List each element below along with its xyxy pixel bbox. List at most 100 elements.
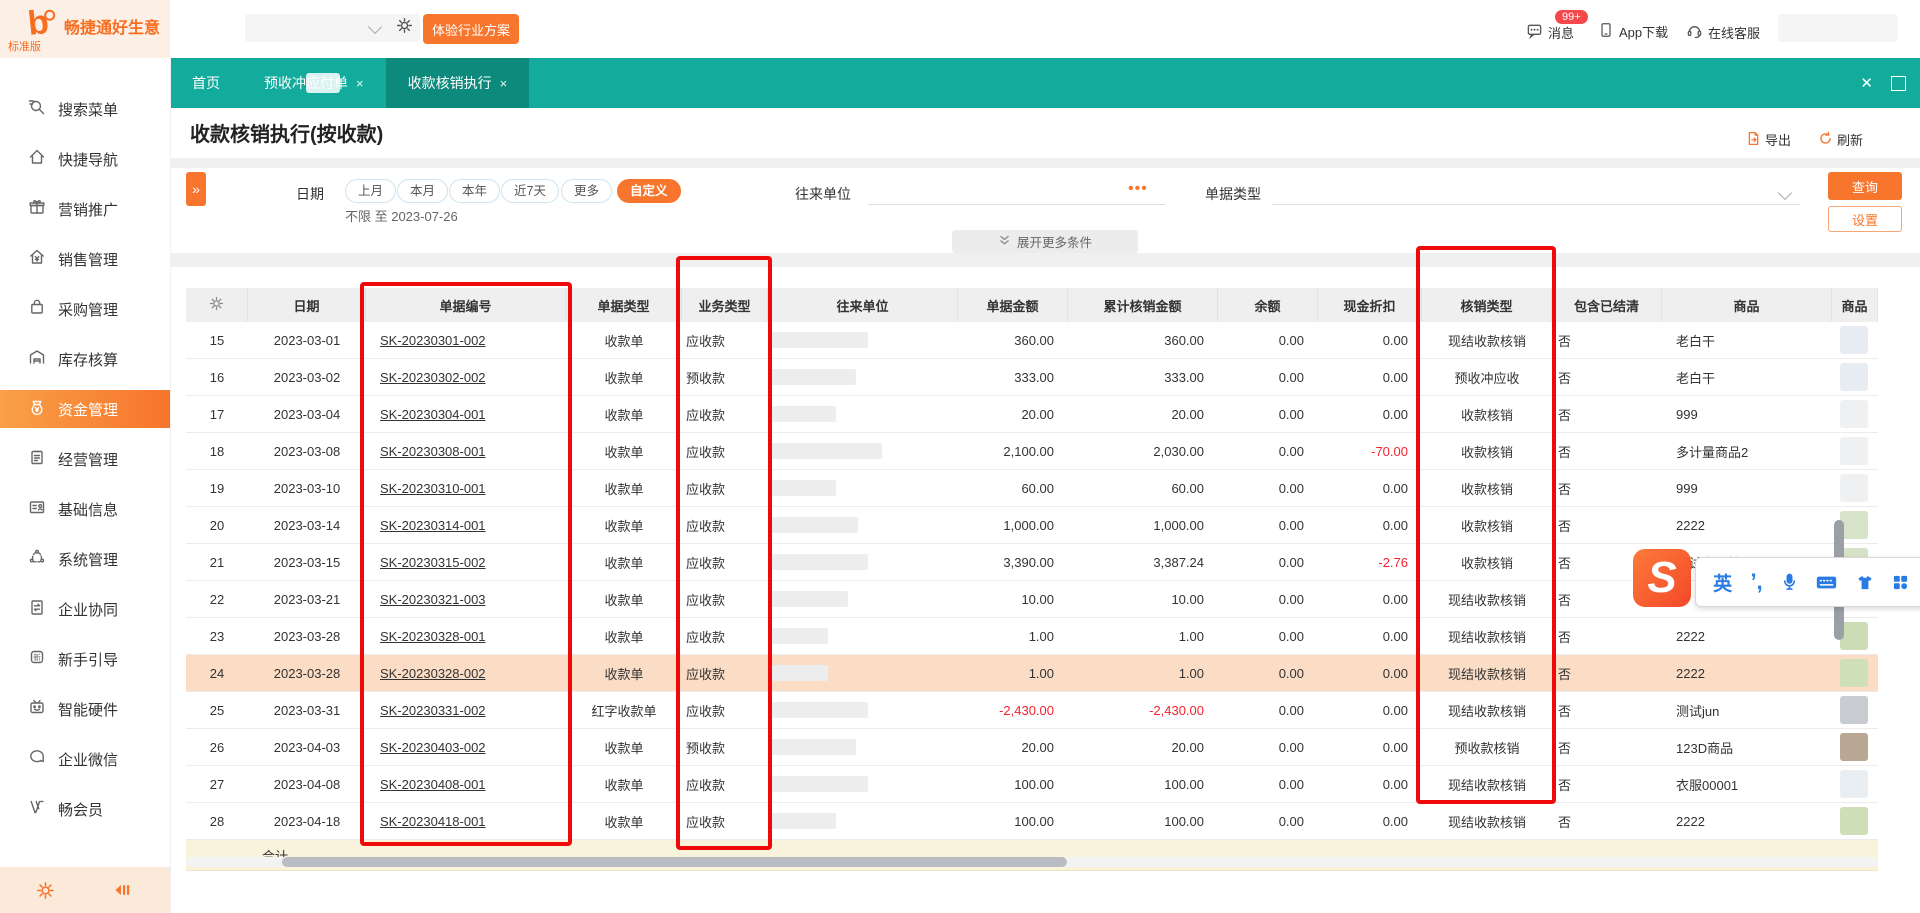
cell: 应收款 (686, 518, 726, 534)
partner-more-icon[interactable]: ••• (1128, 180, 1148, 197)
sidebar-item-base-info[interactable]: 基础信息 (0, 490, 170, 528)
date-pill-4[interactable]: 近7天 (501, 179, 559, 203)
cell: 2023-03-21 (273, 591, 341, 607)
sidebar-item-operations[interactable]: 经营管理 (0, 440, 170, 478)
censored-partner-name (772, 517, 858, 533)
doc-no-link[interactable]: SK-20230301-002 (380, 332, 486, 348)
sidebar-item-member[interactable]: 畅会员 (0, 790, 170, 828)
doc-no-link[interactable]: SK-20230304-001 (380, 406, 486, 422)
sidebar-item-inventory[interactable]: 库存核算 (0, 340, 170, 378)
table-row[interactable]: 23 2023-03-28 SK-20230328-001 收款单 应收款 1.00 1.0… (186, 618, 1878, 655)
doc-no-link[interactable]: SK-20230315-002 (380, 554, 486, 570)
doc-no-link[interactable]: SK-20230314-001 (380, 517, 486, 533)
table-row[interactable]: 18 2023-03-08 SK-20230308-001 收款单 应收款 2,100.0… (186, 433, 1878, 470)
sidebar-item-wechat[interactable]: 企业微信 (0, 740, 170, 778)
sidebar-item-gift[interactable]: 营销推广 (0, 190, 170, 228)
date-pill-1[interactable]: 上月 (345, 179, 397, 203)
doc-no-link[interactable]: SK-20230328-001 (380, 628, 486, 644)
column-settings-gear-icon[interactable] (209, 296, 224, 314)
refresh-button[interactable]: 刷新 (1818, 130, 1863, 149)
table-row[interactable]: 17 2023-03-04 SK-20230304-001 收款单 应收款 20.00 20… (186, 396, 1878, 433)
table-row[interactable]: 28 2023-04-18 SK-20230418-001 收款单 应收款 100.00 1… (186, 803, 1878, 840)
ime-keyboard-icon[interactable] (1816, 574, 1837, 591)
cell: 否 (1558, 814, 1572, 830)
doc-no-link[interactable]: SK-20230418-001 (380, 813, 486, 829)
table-row[interactable]: 26 2023-04-03 SK-20230403-002 收款单 预收款 20.00 20… (186, 729, 1878, 766)
sidebar-item-hardware[interactable]: 智能硬件 (0, 690, 170, 728)
sidebar-item-system[interactable]: 系统管理 (0, 540, 170, 578)
sidebar-item-search[interactable]: 搜索菜单 (0, 90, 170, 128)
cell: 1,000.00 (1153, 517, 1204, 533)
cell: 0.00 (1278, 665, 1304, 681)
censored-partner-name (772, 776, 868, 792)
sidebar-item-funds[interactable]: 资金管理 (0, 390, 170, 428)
online-service-button[interactable]: 在线客服 (1686, 22, 1760, 42)
ime-skin-icon[interactable] (1856, 574, 1874, 591)
doc-no-link[interactable]: SK-20230328-002 (380, 665, 486, 681)
sidebar-item-label: 企业协同 (58, 601, 119, 619)
table-row[interactable]: 21 2023-03-15 SK-20230315-002 收款单 应收款 3,390.0… (186, 544, 1878, 581)
table-row[interactable]: 27 2023-04-08 SK-20230408-001 收款单 应收款 100.00 1… (186, 766, 1878, 803)
expand-more-conditions-button[interactable]: 展开更多条件 (952, 230, 1138, 253)
partner-input[interactable] (868, 204, 1165, 205)
doc-no-link[interactable]: SK-20230321-003 (380, 591, 486, 607)
settings-gear-icon[interactable] (396, 17, 413, 39)
doc-type-chevron-down-icon[interactable] (1777, 185, 1793, 201)
sidebar-item-guide[interactable]: 新 新手引导 (0, 640, 170, 678)
doc-no-link[interactable]: SK-20230403-002 (380, 739, 486, 755)
app-download-button[interactable]: App下载 (1598, 22, 1668, 41)
sidebar-item-collaboration[interactable]: 企业协同 (0, 590, 170, 628)
messages-button[interactable]: 消息 (1526, 22, 1574, 42)
sidebar-item-sales[interactable]: 销售管理 (0, 240, 170, 278)
horizontal-scrollbar-thumb[interactable] (282, 857, 1067, 867)
doc-no-link[interactable]: SK-20230310-001 (380, 480, 486, 496)
cell: 26 (209, 739, 225, 755)
table-row[interactable]: 20 2023-03-14 SK-20230314-001 收款单 应收款 1,000.0… (186, 507, 1878, 544)
table-row[interactable]: 22 2023-03-21 SK-20230321-003 收款单 应收款 10.00 10… (186, 581, 1878, 618)
ime-toolbox-icon[interactable] (1892, 574, 1909, 591)
table-row[interactable]: 25 2023-03-31 SK-20230331-002 红字收款单 应收款 -2,43… (186, 692, 1878, 729)
censored-partner-name (772, 332, 868, 348)
trial-industry-button[interactable]: 体验行业方案 (423, 14, 519, 44)
cell: 否 (1558, 703, 1572, 719)
hardware-icon (28, 698, 46, 720)
ime-language-toggle[interactable]: 英 (1713, 573, 1733, 595)
tab-item[interactable]: 预收冲应付单× (242, 58, 386, 108)
table-row[interactable]: 24 2023-03-28 SK-20230328-002 收款单 应收款 1.00 1.0… (186, 655, 1878, 692)
sogou-logo-icon[interactable]: S (1633, 549, 1691, 607)
ime-mic-icon[interactable] (1781, 573, 1798, 592)
date-pill-custom[interactable]: 自定义 (617, 179, 681, 203)
doc-no-link[interactable]: SK-20230408-001 (380, 776, 486, 792)
fullscreen-icon[interactable] (1891, 75, 1906, 91)
sidebar-collapse-icon[interactable] (112, 881, 132, 904)
doc-type-select[interactable] (1272, 204, 1800, 205)
export-button[interactable]: 导出 (1746, 130, 1791, 149)
doc-no-link[interactable]: SK-20230308-001 (380, 443, 486, 459)
tab-item[interactable]: 首页 (170, 58, 242, 108)
date-pill-5[interactable]: 更多 (561, 179, 613, 203)
cell: 否 (1558, 777, 1572, 793)
cell: 1.00 (1028, 628, 1054, 644)
sidebar-footer (0, 867, 170, 913)
product-thumbnail (1840, 807, 1868, 835)
doc-no-link[interactable]: SK-20230331-002 (380, 702, 486, 718)
date-pill-2[interactable]: 本月 (397, 179, 449, 203)
table-row[interactable]: 19 2023-03-10 SK-20230310-001 收款单 应收款 60.00 60… (186, 470, 1878, 507)
table-row[interactable]: 15 2023-03-01 SK-20230301-002 收款单 应收款 360.00 3… (186, 322, 1878, 359)
table-row[interactable]: 16 2023-03-02 SK-20230302-002 收款单 预收款 333.00 3… (186, 359, 1878, 396)
sidebar-settings-gear-icon[interactable] (36, 881, 55, 905)
cell: 2023-03-31 (273, 702, 341, 718)
settings-button[interactable]: 设置 (1828, 206, 1902, 232)
sidebar-item-purchase[interactable]: 采购管理 (0, 290, 170, 328)
tab-close-icon[interactable]: × (356, 75, 364, 91)
query-button[interactable]: 查询 (1828, 172, 1902, 200)
doc-no-link[interactable]: SK-20230302-002 (380, 369, 486, 385)
tab-active[interactable]: 收款核销执行 × (385, 58, 530, 108)
date-pill-3[interactable]: 本年 (449, 179, 501, 203)
close-all-tabs-icon[interactable]: ✕ (1860, 75, 1873, 92)
cell: 2222 (1676, 665, 1705, 681)
tab-close-icon[interactable]: × (499, 75, 508, 91)
sidebar-item-home[interactable]: 快捷导航 (0, 140, 170, 178)
ime-punctuation-icon[interactable]: ’, (1750, 569, 1763, 594)
filter-expander-button[interactable]: » (186, 172, 206, 206)
